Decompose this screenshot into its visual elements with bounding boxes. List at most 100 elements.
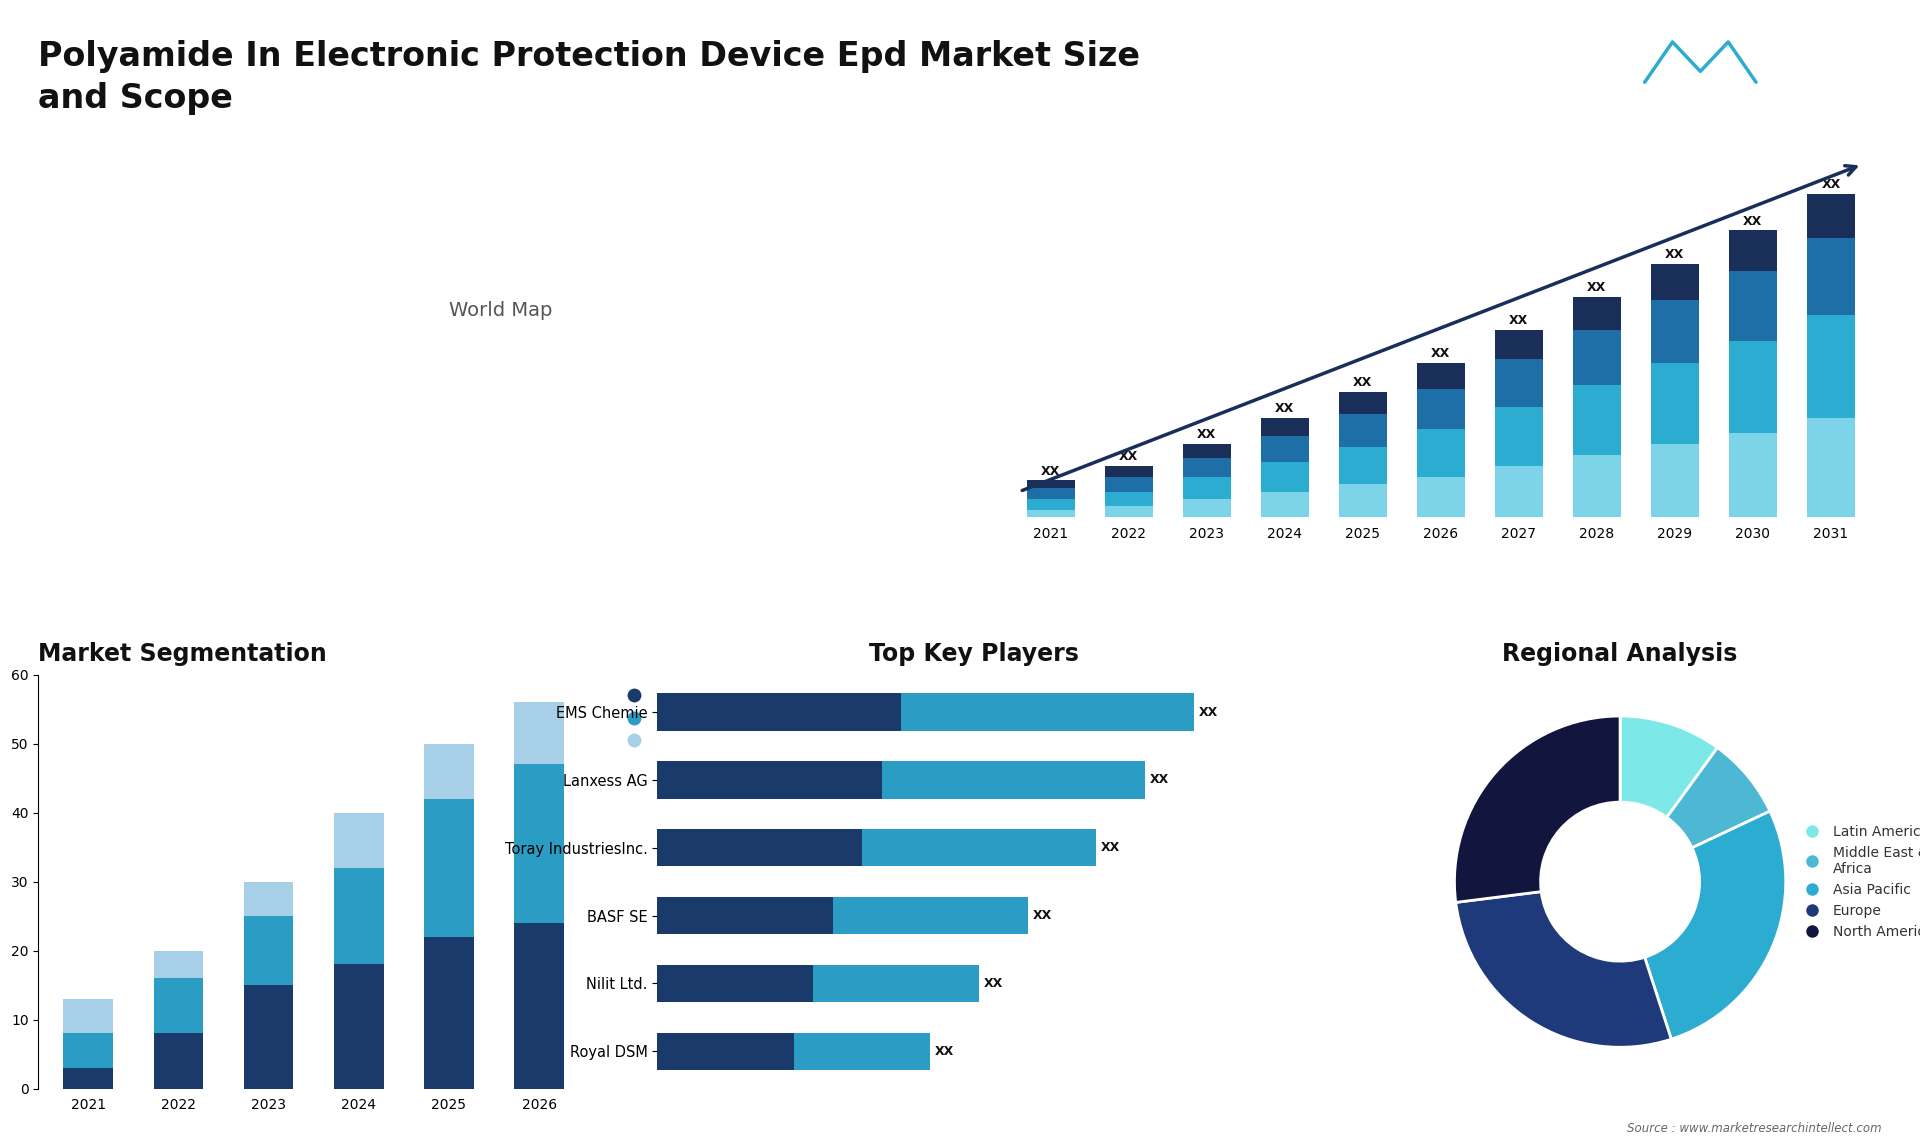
- Bar: [1494, 465, 1544, 517]
- Bar: [1027, 510, 1075, 517]
- Bar: [515, 923, 564, 1089]
- Bar: [1183, 499, 1231, 517]
- Bar: [1338, 484, 1386, 517]
- Bar: [424, 937, 474, 1089]
- Bar: [154, 1034, 204, 1089]
- Bar: [515, 702, 564, 764]
- Bar: [1807, 418, 1855, 517]
- Bar: [1261, 492, 1309, 517]
- Bar: [63, 1068, 113, 1089]
- Legend: Application, Product, Geography: Application, Product, Geography: [612, 682, 749, 755]
- Title: Top Key Players: Top Key Players: [870, 642, 1079, 666]
- Text: XX: XX: [1588, 281, 1607, 293]
- Bar: [1651, 363, 1699, 444]
- Text: XX: XX: [1119, 450, 1139, 463]
- Text: XX: XX: [1150, 774, 1169, 786]
- Bar: [657, 1033, 931, 1070]
- Bar: [657, 965, 979, 1002]
- Bar: [657, 693, 1194, 731]
- Bar: [657, 897, 1027, 934]
- Bar: [154, 951, 204, 979]
- Bar: [1417, 388, 1465, 429]
- Bar: [1651, 264, 1699, 300]
- Bar: [154, 979, 204, 1034]
- Text: XX: XX: [1430, 347, 1450, 360]
- Wedge shape: [1645, 811, 1786, 1039]
- Bar: [1572, 455, 1620, 517]
- Bar: [1494, 407, 1544, 465]
- Wedge shape: [1455, 716, 1620, 902]
- Text: XX: XX: [1041, 464, 1060, 478]
- Bar: [1651, 300, 1699, 363]
- Bar: [657, 965, 814, 1002]
- Bar: [334, 965, 384, 1089]
- Bar: [1183, 477, 1231, 499]
- Text: XX: XX: [1509, 314, 1528, 327]
- Legend: Latin America, Middle East &
Africa, Asia Pacific, Europe, North America: Latin America, Middle East & Africa, Asi…: [1793, 819, 1920, 944]
- Bar: [244, 986, 294, 1089]
- Text: MARKET
RESEARCH
INTELLECT: MARKET RESEARCH INTELLECT: [1776, 44, 1830, 78]
- Bar: [424, 799, 474, 937]
- Bar: [657, 761, 881, 799]
- Text: World Map: World Map: [449, 300, 553, 320]
- Bar: [1494, 330, 1544, 359]
- Text: XX: XX: [985, 976, 1004, 990]
- Bar: [1494, 359, 1544, 407]
- Text: Polyamide In Electronic Protection Device Epd Market Size
and Scope: Polyamide In Electronic Protection Devic…: [38, 40, 1140, 116]
- Title: Regional Analysis: Regional Analysis: [1503, 642, 1738, 666]
- Bar: [1338, 415, 1386, 447]
- Bar: [244, 916, 294, 986]
- Text: XX: XX: [1275, 402, 1294, 415]
- Bar: [1261, 418, 1309, 437]
- Bar: [1104, 465, 1154, 477]
- Bar: [63, 1034, 113, 1068]
- Bar: [1417, 477, 1465, 517]
- Wedge shape: [1455, 892, 1670, 1047]
- Text: XX: XX: [1198, 706, 1217, 719]
- Text: XX: XX: [1743, 214, 1763, 228]
- Bar: [1104, 477, 1154, 492]
- Bar: [1572, 385, 1620, 455]
- Bar: [1338, 392, 1386, 415]
- Bar: [1572, 297, 1620, 330]
- Bar: [1728, 433, 1778, 517]
- Bar: [1417, 363, 1465, 388]
- Bar: [1027, 480, 1075, 488]
- Bar: [1651, 444, 1699, 517]
- Bar: [1807, 315, 1855, 418]
- Bar: [1417, 429, 1465, 477]
- Text: XX: XX: [1198, 427, 1217, 441]
- Bar: [1104, 492, 1154, 507]
- Bar: [334, 868, 384, 965]
- Wedge shape: [1620, 716, 1718, 817]
- Text: Market Segmentation: Market Segmentation: [38, 642, 326, 666]
- Bar: [657, 1033, 793, 1070]
- Text: XX: XX: [1354, 376, 1373, 390]
- Text: XX: XX: [1100, 841, 1119, 854]
- Bar: [1807, 194, 1855, 238]
- Bar: [1572, 330, 1620, 385]
- Bar: [1261, 437, 1309, 462]
- Text: Source : www.marketresearchintellect.com: Source : www.marketresearchintellect.com: [1626, 1122, 1882, 1135]
- Bar: [1027, 488, 1075, 499]
- Bar: [1338, 447, 1386, 484]
- Bar: [244, 881, 294, 916]
- Bar: [1261, 462, 1309, 492]
- Bar: [657, 829, 1096, 866]
- Bar: [1183, 444, 1231, 458]
- Bar: [1728, 270, 1778, 340]
- Bar: [1728, 340, 1778, 433]
- Text: XX: XX: [935, 1045, 954, 1058]
- Bar: [657, 693, 900, 731]
- Text: XX: XX: [1822, 178, 1841, 190]
- Bar: [334, 813, 384, 868]
- Bar: [1027, 499, 1075, 510]
- Text: XX: XX: [1665, 248, 1684, 260]
- Bar: [63, 999, 113, 1034]
- Text: XX: XX: [1033, 909, 1052, 923]
- Bar: [1807, 238, 1855, 315]
- Bar: [515, 764, 564, 923]
- Bar: [657, 897, 833, 934]
- Bar: [1728, 230, 1778, 270]
- Bar: [1104, 507, 1154, 517]
